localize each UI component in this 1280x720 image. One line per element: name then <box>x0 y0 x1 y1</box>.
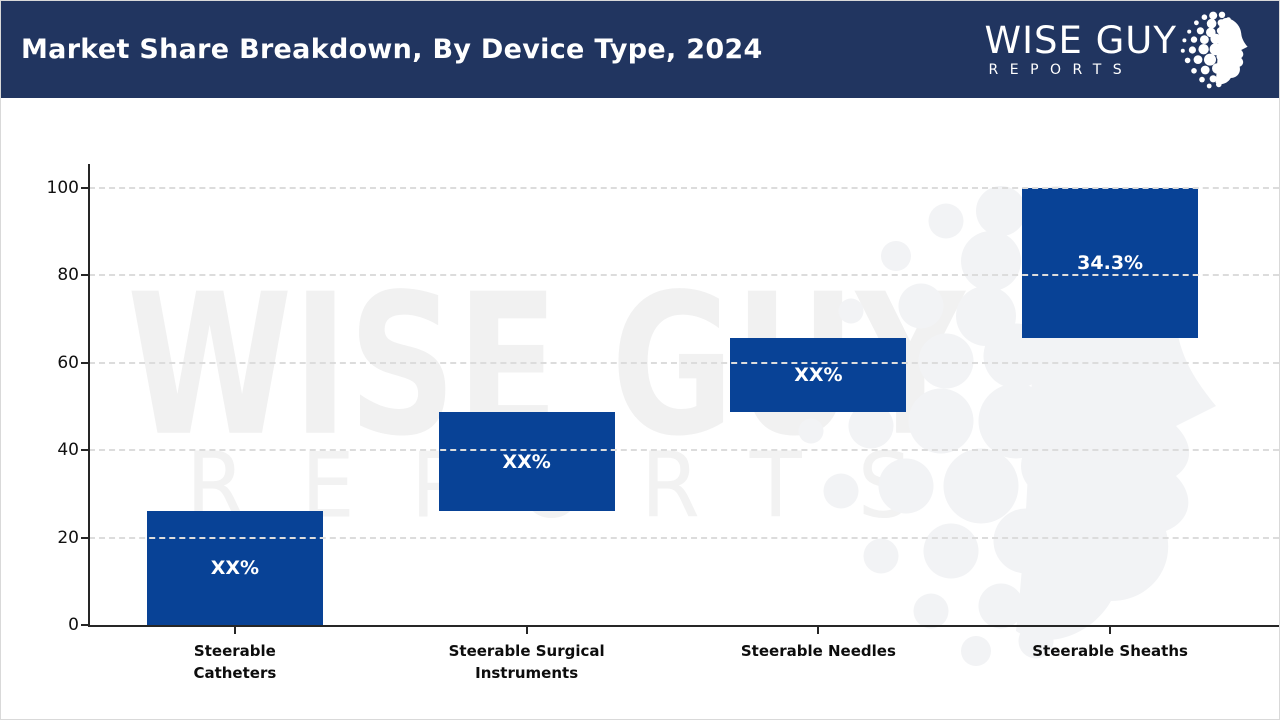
gridline-20 <box>89 536 1279 539</box>
x-tick-mark-steerable-catheters <box>233 627 236 634</box>
y-tick-mark-0 <box>81 624 89 626</box>
x-axis-label-steerable-catheters: Steerable Catheters <box>115 641 355 685</box>
bar-steerable-sheaths <box>1022 187 1199 338</box>
gridline-40 <box>89 449 1279 452</box>
x-axis-label-line: Catheters <box>193 663 277 682</box>
y-tick-label-0: 0 <box>68 615 79 635</box>
y-axis-spine <box>88 164 90 627</box>
y-tick-label-100: 100 <box>46 177 79 198</box>
bar-value-label-steerable-surgical-instruments: XX% <box>502 450 551 473</box>
brand-logo: WISE GUY REPORTS <box>985 10 1257 90</box>
y-tick-label-20: 20 <box>57 527 79 548</box>
gridline-100 <box>89 186 1279 189</box>
x-tick-mark-steerable-needles <box>817 627 820 634</box>
x-axis-label-line: Steerable Needles <box>740 642 896 660</box>
gridline-80 <box>89 274 1279 277</box>
bar-steerable-surgical-instruments <box>438 412 615 512</box>
dotted-head-icon <box>1180 11 1248 88</box>
y-tick-mark-20 <box>81 536 89 539</box>
logo-wordmark: WISE GUY REPORTS <box>985 22 1177 78</box>
x-axis-label-steerable-surgical-instruments: Steerable Surgical Instruments <box>407 641 647 685</box>
logo-wordmark-main: WISE GUY <box>984 18 1177 62</box>
logo-wordmark-sub: REPORTS <box>988 61 1134 78</box>
y-tick-mark-60 <box>81 361 89 364</box>
x-axis-label-line: Steerable <box>193 642 276 660</box>
x-axis-label-line: Steerable Surgical <box>448 642 605 660</box>
x-axis-label-line: Steerable Sheaths <box>1032 642 1188 660</box>
plot-area: 0 20 40 60 80 100 XX% Steerable Catheters XX% Stee… <box>1 98 1279 719</box>
page-title: Market Share Breakdown, By Device Type, … <box>21 34 763 65</box>
y-tick-label-40: 40 <box>57 440 79 461</box>
bar-value-label-steerable-sheaths: 34.3% <box>1077 251 1144 274</box>
y-tick-label-80: 80 <box>57 265 79 286</box>
x-tick-mark-steerable-surgical-instruments <box>525 627 528 634</box>
bar-value-label-steerable-catheters: XX% <box>210 557 260 580</box>
chart-region: WISE GUY REPORTS 020406080100XX%Steerabl… <box>1 98 1279 719</box>
bar-steerable-catheters <box>146 511 323 625</box>
x-axis-spine <box>88 625 1279 627</box>
y-tick-mark-80 <box>81 274 89 277</box>
y-tick-mark-40 <box>81 449 89 452</box>
y-tick-mark-100 <box>81 186 89 189</box>
bar-value-label-steerable-needles: XX% <box>794 364 843 387</box>
y-tick-label-60: 60 <box>57 352 79 373</box>
x-tick-mark-steerable-sheaths <box>1109 627 1112 634</box>
x-axis-label-line: Instruments <box>475 663 579 682</box>
x-axis-label-steerable-sheaths: Steerable Sheaths <box>990 641 1230 663</box>
x-axis-label-steerable-needles: Steerable Needles <box>698 641 938 663</box>
bar-steerable-needles <box>730 337 907 413</box>
gridline-60 <box>89 361 1279 364</box>
header: Market Share Breakdown, By Device Type, … <box>1 1 1279 98</box>
